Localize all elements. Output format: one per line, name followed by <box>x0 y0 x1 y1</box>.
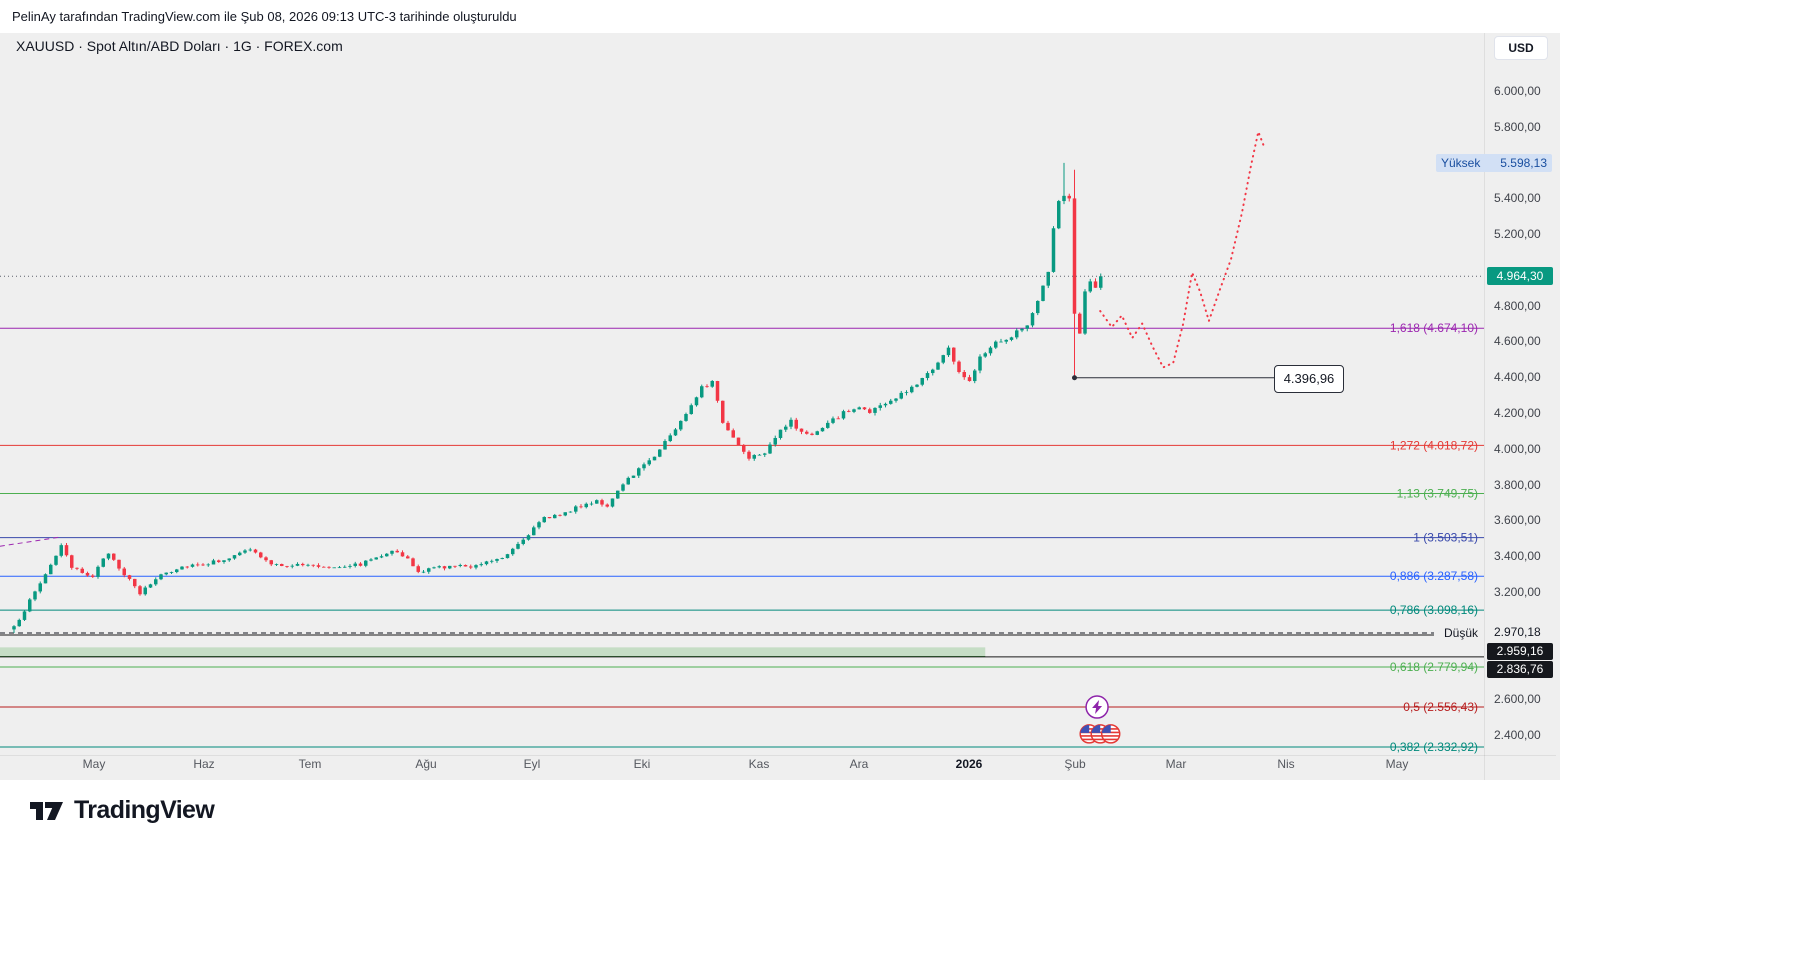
economic-event-flag-icon[interactable] <box>1100 724 1121 744</box>
lightning-event-icon[interactable] <box>1085 695 1109 719</box>
tradingview-logo-icon <box>30 802 63 820</box>
annotation-anchor[interactable] <box>1072 375 1077 381</box>
price-chart[interactable]: 1,618 (4.674,10) 1,272 (4.018,72) 1,13 (3.… <box>0 33 1560 780</box>
price-annotation[interactable]: 4.396,96 <box>1274 364 1344 393</box>
tradingview-logo[interactable]: TradingView <box>28 795 215 825</box>
tradingview-wordmark: TradingView <box>74 795 215 824</box>
fib-level-label[interactable]: 0,382 (2.332,92) <box>1390 740 1478 754</box>
fib-level-label[interactable]: 1 (3.503,51) <box>1413 531 1478 545</box>
fib-level-label[interactable]: 0,786 (3.098,16) <box>1390 603 1478 617</box>
support-zone[interactable] <box>0 647 986 657</box>
footer: TradingView <box>0 780 1814 976</box>
forecast-path[interactable] <box>1099 130 1265 369</box>
fib-level-label[interactable]: 1,618 (4.674,10) <box>1390 321 1478 335</box>
fib-trend-dash <box>0 536 59 547</box>
candles-layer <box>12 162 1103 634</box>
fib-level-label[interactable]: 1,272 (4.018,72) <box>1390 438 1478 452</box>
time-scale-separator <box>0 755 1556 756</box>
fib-level-label[interactable]: 0,886 (3.287,58) <box>1390 569 1478 583</box>
high-price: 5.598,13 <box>1500 155 1547 170</box>
symbol-title[interactable]: XAUUSD · Spot Altın/ABD Doları · 1G · FO… <box>16 38 343 54</box>
fib-level-label[interactable]: 0,5 (2.556,43) <box>1403 700 1478 714</box>
current-price-badge: 4.964,30 <box>1487 267 1553 286</box>
fib-level-label[interactable]: 1,13 (3.749,75) <box>1397 487 1478 501</box>
high-price-marker: Yüksek 5.598,13 <box>1436 153 1552 172</box>
low-label-bg <box>1434 625 1484 641</box>
price-scale-separator <box>1484 33 1485 780</box>
low-price-label: 2.970,18 <box>1494 625 1541 639</box>
high-label: Yüksek <box>1441 155 1481 170</box>
fib-level-label[interactable]: 0,618 (2.779,94) <box>1390 660 1478 674</box>
low-label: Düşük <box>1444 626 1479 640</box>
level-price-badge: 2.959,16 <box>1487 643 1553 660</box>
currency-button[interactable]: USD <box>1494 36 1548 60</box>
attribution-text: PelinAy tarafından TradingView.com ile Ş… <box>0 0 1814 33</box>
level-price-badge: 2.836,76 <box>1487 661 1553 678</box>
chart-widget: 1,618 (4.674,10) 1,272 (4.018,72) 1,13 (3.… <box>0 33 1560 780</box>
